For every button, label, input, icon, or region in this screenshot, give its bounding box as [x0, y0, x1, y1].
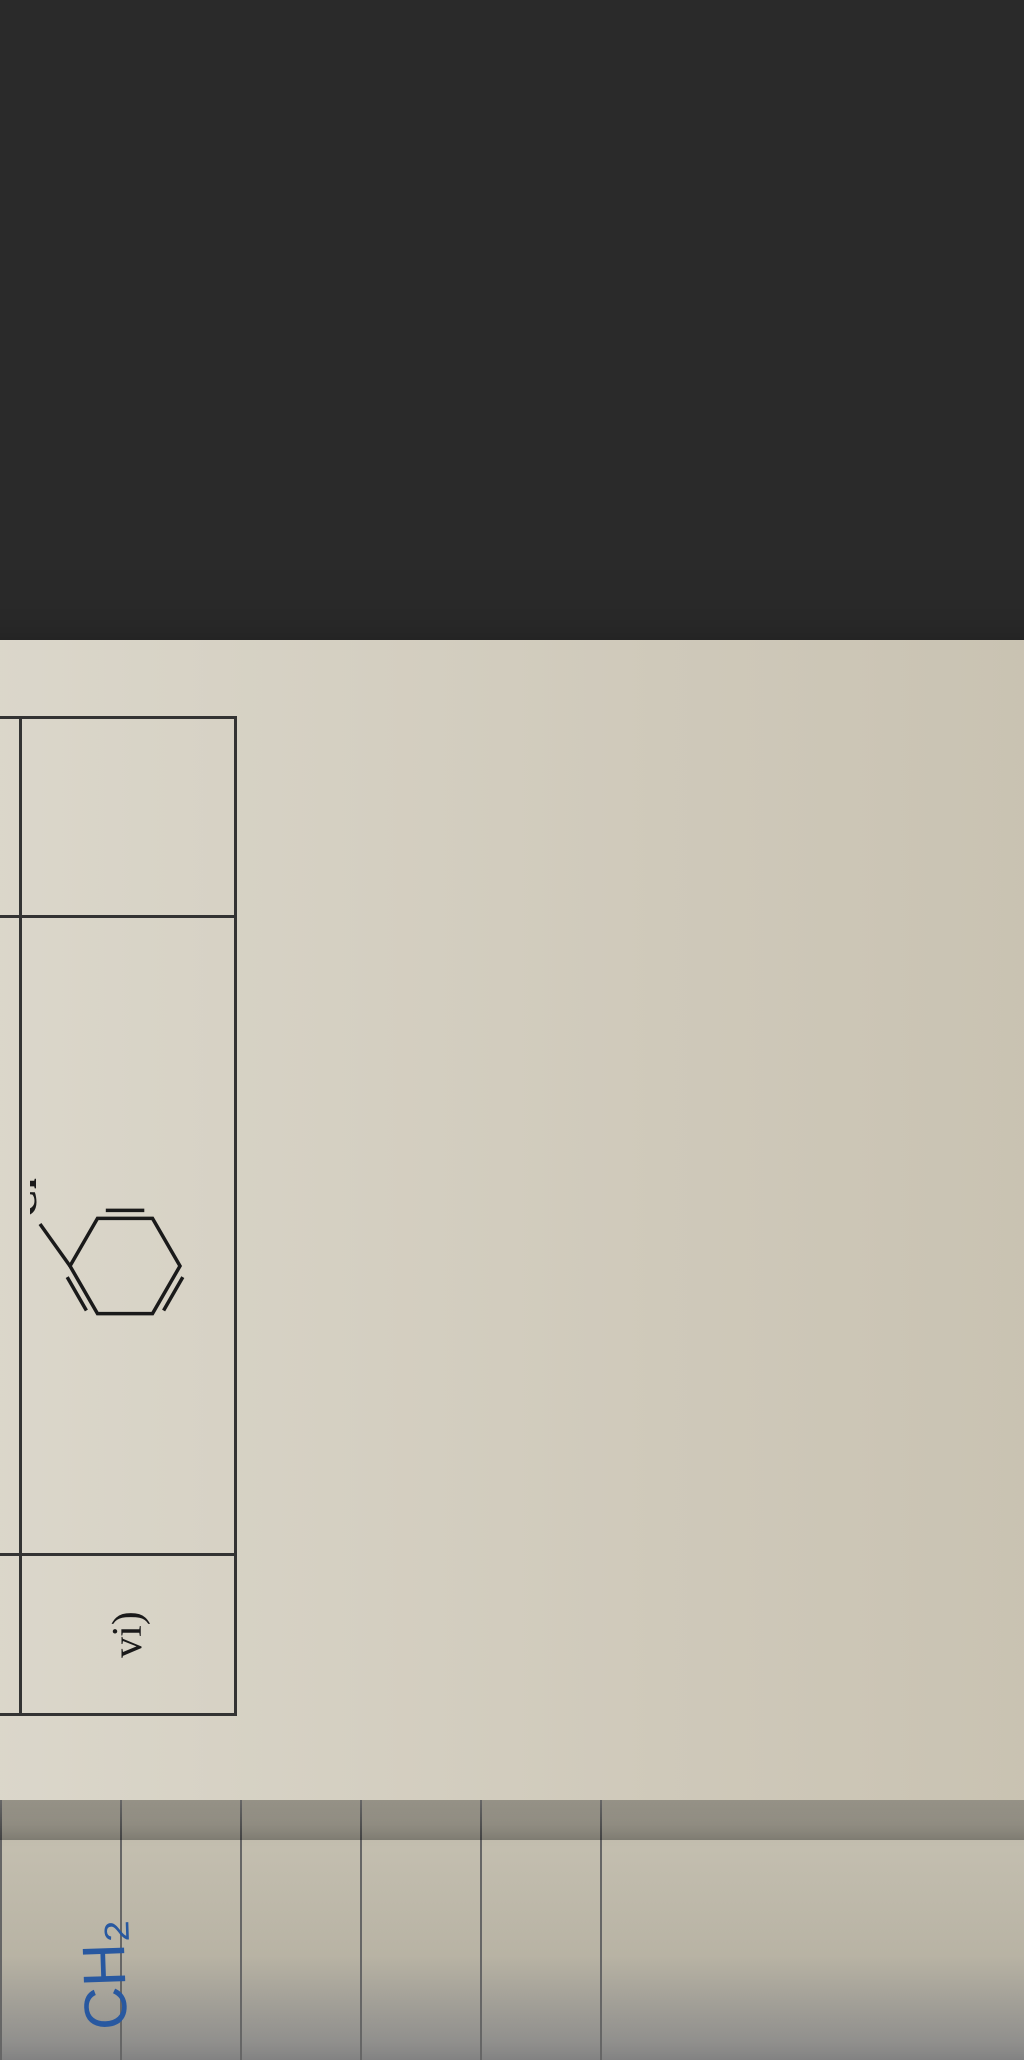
- table-body: i)CH3CH2CH(Cl)CH3ii)(CH3)3CCH2Briii)(CH3…: [0, 718, 236, 1715]
- cell-structure: CH2 = CHCH2Br: [0, 916, 21, 1554]
- content-outer-border: 01. Give common name and IUPAC names of …: [0, 700, 237, 1820]
- page-shadow: [0, 1800, 1024, 1840]
- handwritten-note-2: CH₂: [68, 1919, 141, 2031]
- page: YO - CH₂ Subject : Chemistry ASSIGNMENT …: [0, 640, 1024, 1840]
- svg-text:Cl: Cl: [30, 1178, 45, 1218]
- cell-structure: Cl: [21, 916, 236, 1554]
- benzene-ring-icon: Cl: [30, 1116, 220, 1356]
- table-row: vi) Cl: [21, 718, 236, 1715]
- page-content: Subject : Chemistry ASSIGNMENT 01. Give …: [0, 640, 277, 1840]
- cell-sno: vi): [21, 1555, 236, 1715]
- chemistry-table: S.No. Structure i)CH3CH2CH(Cl)CH3ii)(CH3…: [0, 716, 237, 1716]
- cell-blank: [0, 718, 21, 917]
- page-wrapper: YO - CH₂ Subject : Chemistry ASSIGNMENT …: [0, 0, 1024, 1820]
- cell-blank: [21, 718, 236, 917]
- cell-sno: v): [0, 1555, 21, 1715]
- table-row: v)CH2 = CHCH2Br: [0, 718, 21, 1715]
